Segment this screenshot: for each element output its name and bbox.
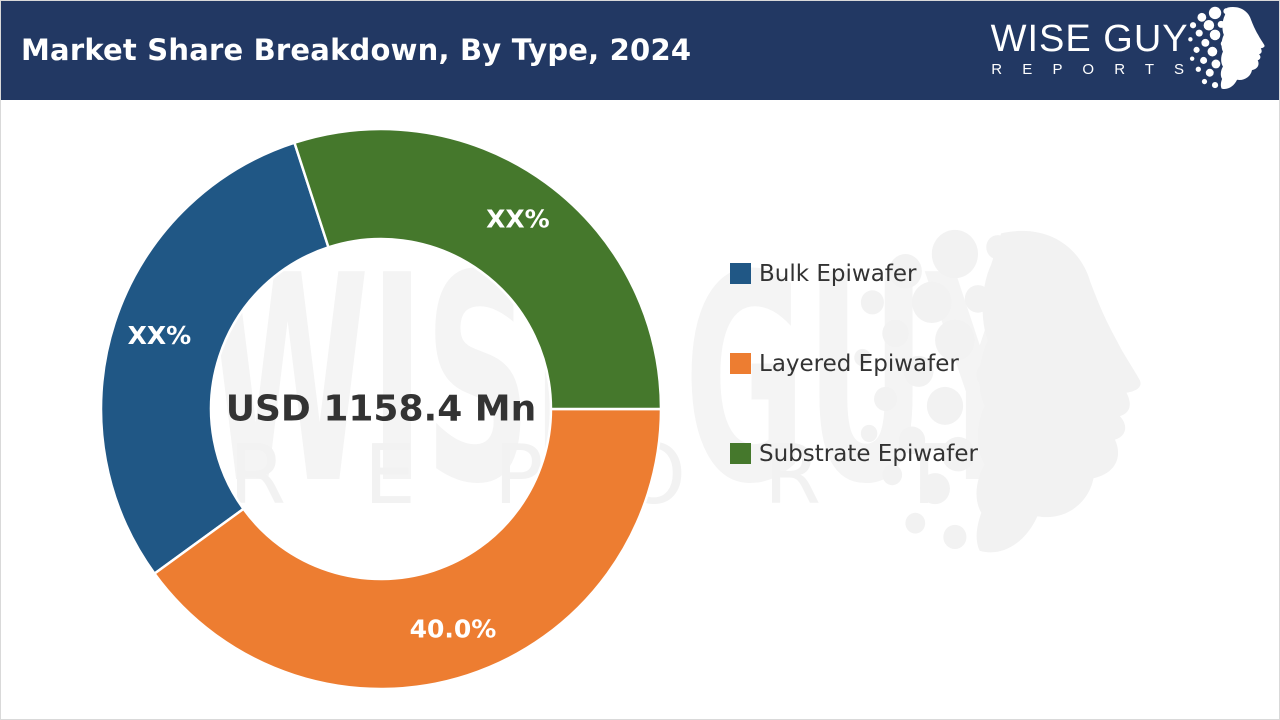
donut-slice-substrate-epiwafer (293, 127, 663, 411)
legend-swatch-bulk-epiwafer (730, 263, 751, 284)
page-title: Market Share Breakdown, By Type, 2024 (21, 33, 692, 67)
donut-slice-layered-epiwafer (153, 407, 663, 691)
legend-item-bulk-epiwafer: Bulk Epiwafer (730, 253, 978, 294)
legend-item-substrate-epiwafer: Substrate Epiwafer (730, 433, 978, 474)
donut-center-total: USD 1158.4 Mn (225, 388, 537, 430)
legend-label-layered-epiwafer: Layered Epiwafer (759, 350, 959, 377)
slice-label-substrate-epiwafer: XX% (486, 205, 550, 234)
logo-sub-wordmark: R E P O R T S (991, 60, 1192, 78)
wiseguy-logo: WISE GUY R E P O R T S (987, 5, 1276, 93)
legend-swatch-layered-epiwafer (730, 353, 751, 374)
legend-item-layered-epiwafer: Layered Epiwafer (730, 343, 978, 384)
legend: Bulk Epiwafer Layered Epiwafer Substrate… (730, 253, 978, 523)
donut-slice-bulk-epiwafer (99, 141, 330, 575)
logo-text: WISE GUY R E P O R T S (987, 18, 1192, 78)
logo-wordmark: WISE GUY (990, 18, 1189, 61)
legend-label-bulk-epiwafer: Bulk Epiwafer (759, 260, 917, 287)
legend-swatch-substrate-epiwafer (730, 443, 751, 464)
slice-label-layered-epiwafer: 40.0% (410, 615, 497, 644)
slice-label-bulk-epiwafer: XX% (128, 321, 192, 350)
legend-label-substrate-epiwafer: Substrate Epiwafer (759, 440, 978, 467)
header: Market Share Breakdown, By Type, 2024 WI… (1, 1, 1279, 100)
dotted-head-icon (1188, 6, 1265, 90)
donut-chart: XX% 40.0% XX% (99, 127, 663, 691)
